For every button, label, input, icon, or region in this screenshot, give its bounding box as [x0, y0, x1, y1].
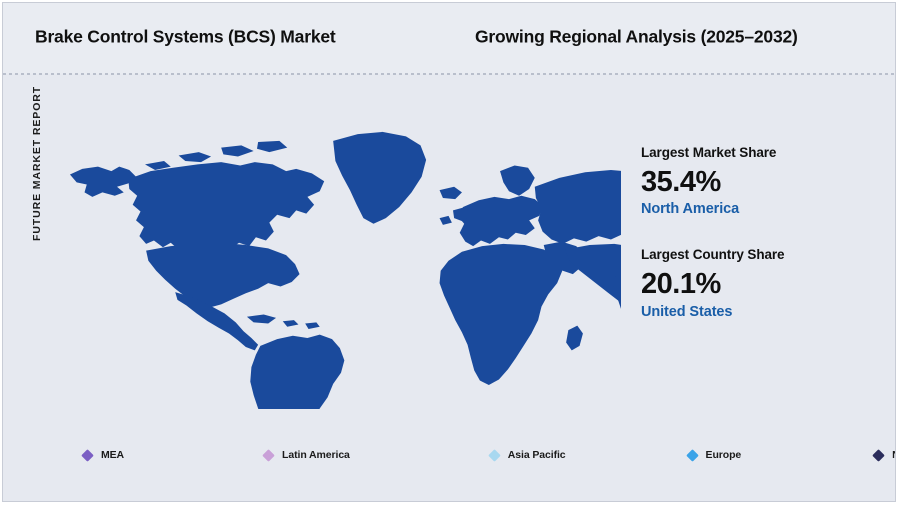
header-band: Brake Control Systems (BCS) Market Growi…	[3, 3, 895, 75]
land-europe	[457, 195, 544, 247]
land-africa	[439, 243, 563, 386]
diamond-icon	[262, 448, 275, 462]
land-greenland	[333, 131, 427, 224]
land-russia	[534, 170, 621, 244]
stat-region: North America	[641, 201, 740, 218]
stat-block-market-share: Largest Market Share 35.4% North America	[641, 145, 871, 217]
land-central-asia	[565, 243, 621, 302]
header-divider	[3, 73, 895, 75]
land-iceland	[439, 186, 462, 200]
legend-label: Latin America	[282, 449, 350, 461]
legend-item-europe[interactable]: Europe	[685, 448, 742, 462]
world-map	[61, 99, 621, 409]
legend-item-mea[interactable]: MEA	[81, 448, 125, 462]
stat-label: Largest Country Share	[641, 247, 785, 263]
land-alaska	[69, 166, 137, 197]
land-south-america	[250, 334, 345, 409]
land-british-isles	[439, 206, 471, 225]
stats-panel: Largest Market Share 35.4% North America…	[641, 145, 871, 350]
stat-region: United States	[641, 303, 733, 320]
diamond-icon	[487, 448, 501, 462]
land-united-states	[146, 242, 300, 308]
brand-vertical-label: FUTURE MARKET REPORT	[31, 85, 43, 241]
legend-item-latin-america[interactable]: Latin America	[262, 448, 350, 462]
land-caribbean	[246, 314, 320, 330]
legend-label: Europe	[705, 449, 742, 461]
page-title: Brake Control Systems (BCS) Market	[35, 26, 336, 47]
legend-label: Asia Pacific	[507, 449, 566, 461]
header-titles: Brake Control Systems (BCS) Market Growi…	[3, 3, 895, 74]
diamond-icon	[872, 448, 885, 462]
stat-value: 35.4%	[641, 166, 721, 198]
legend-label: MEA	[101, 449, 125, 461]
world-map-landmasses	[69, 131, 621, 409]
legend-item-asia-pacific[interactable]: Asia Pacific	[487, 448, 566, 462]
infographic-poster: Brake Control Systems (BCS) Market Growi…	[2, 2, 896, 502]
stat-label: Largest Market Share	[641, 145, 777, 160]
stat-value: 20.1%	[641, 268, 721, 301]
page-subtitle: Growing Regional Analysis (2025–2032)	[475, 26, 798, 47]
land-mexico-central-america	[175, 292, 259, 351]
land-arctic-islands	[145, 140, 288, 170]
world-map-svg	[69, 131, 621, 409]
land-madagascar	[566, 325, 583, 351]
diamond-icon	[685, 448, 699, 462]
legend-item-north-america[interactable]: North America	[872, 448, 895, 462]
legend-label: North America	[892, 449, 895, 461]
diamond-icon	[81, 448, 94, 462]
stat-block-country-share: Largest Country Share 20.1% United State…	[641, 247, 871, 319]
land-canada	[128, 162, 325, 256]
land-india	[613, 275, 621, 309]
map-legend: MEA Latin America Asia Pacific Europe No…	[81, 448, 895, 462]
land-scandinavia	[500, 165, 535, 196]
